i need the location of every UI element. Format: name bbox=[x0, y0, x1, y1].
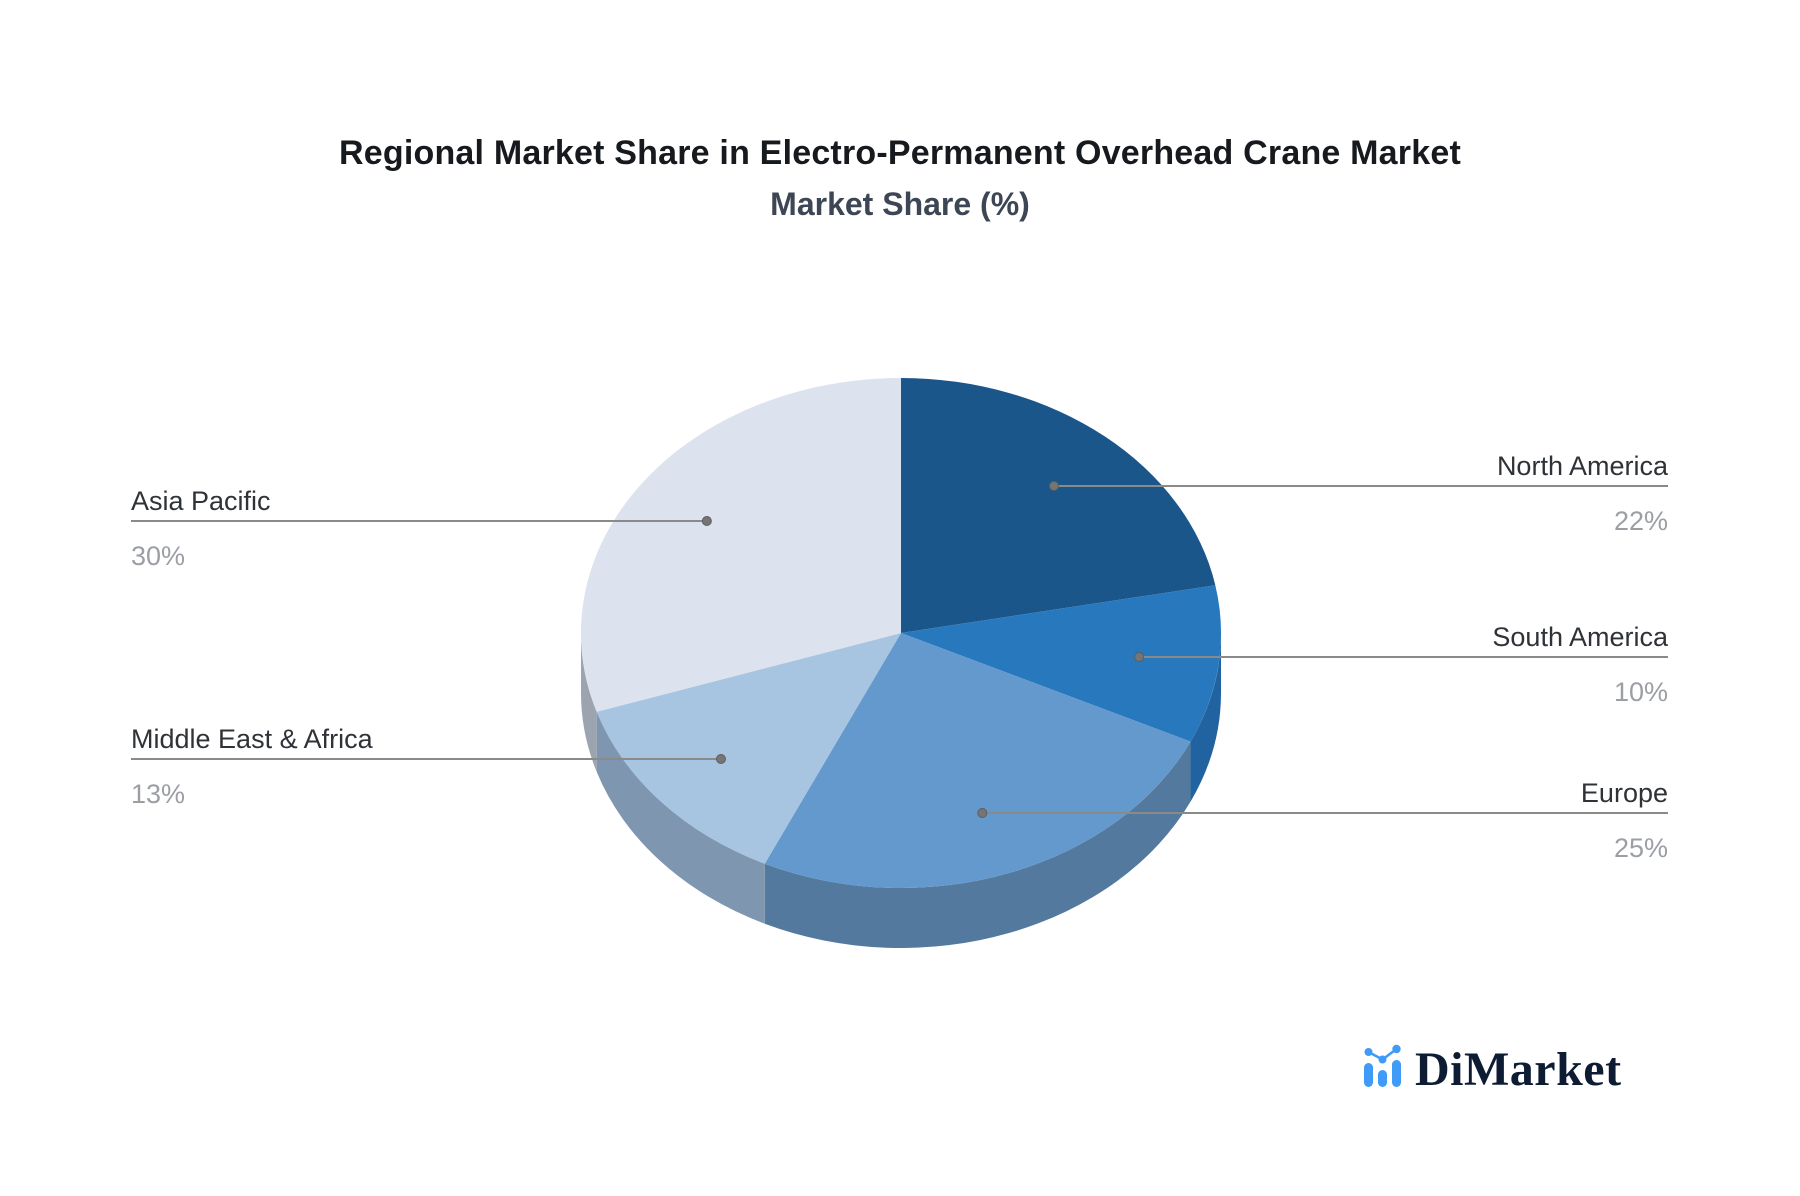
pie-slice-rim-south-america bbox=[1190, 633, 1221, 802]
slice-value-north-america: 22% bbox=[1613, 506, 1668, 536]
bar-line-chart-icon bbox=[1364, 1044, 1401, 1087]
slice-value-asia-pacific: 30% bbox=[131, 541, 186, 571]
pie-slice-rim-middle-east-africa bbox=[596, 711, 765, 924]
leader-dot-middle-east-africa bbox=[715, 754, 726, 764]
chart-title: Regional Market Share in Electro-Permane… bbox=[339, 134, 1461, 172]
logo: DiMarket bbox=[1364, 1042, 1622, 1094]
leader-dot-asia-pacific bbox=[701, 516, 712, 526]
pie-slice-asia-pacific bbox=[580, 377, 901, 712]
leader-dot-europe bbox=[977, 808, 988, 818]
pie-slice-middle-east-africa bbox=[596, 633, 901, 864]
logo-icon-shapes bbox=[1364, 1044, 1401, 1087]
slice-label-asia-pacific: Asia Pacific bbox=[131, 486, 271, 516]
pie-slice-europe bbox=[764, 633, 1191, 888]
leader-dot-south-america bbox=[1134, 652, 1145, 662]
slice-label-middle-east-africa: Middle East & Africa bbox=[131, 724, 373, 754]
pie-slice-south-america bbox=[901, 585, 1221, 742]
logo-text: DiMarket bbox=[1415, 1043, 1622, 1096]
slice-value-middle-east-africa: 13% bbox=[131, 779, 186, 809]
slice-value-south-america: 10% bbox=[1613, 677, 1668, 707]
chart-subtitle: Market Share (%) bbox=[770, 186, 1030, 222]
slice-label-europe: Europe bbox=[1580, 778, 1668, 808]
slice-label-south-america: South America bbox=[1492, 622, 1668, 652]
pie-slice-north-america bbox=[901, 378, 1216, 633]
leader-dot-north-america bbox=[1048, 481, 1059, 491]
pie-slice-rim-europe bbox=[764, 741, 1191, 948]
pie-slice-rim-asia-pacific bbox=[581, 633, 597, 772]
slice-value-europe: 25% bbox=[1613, 833, 1668, 863]
slice-label-north-america: North America bbox=[1496, 451, 1668, 481]
